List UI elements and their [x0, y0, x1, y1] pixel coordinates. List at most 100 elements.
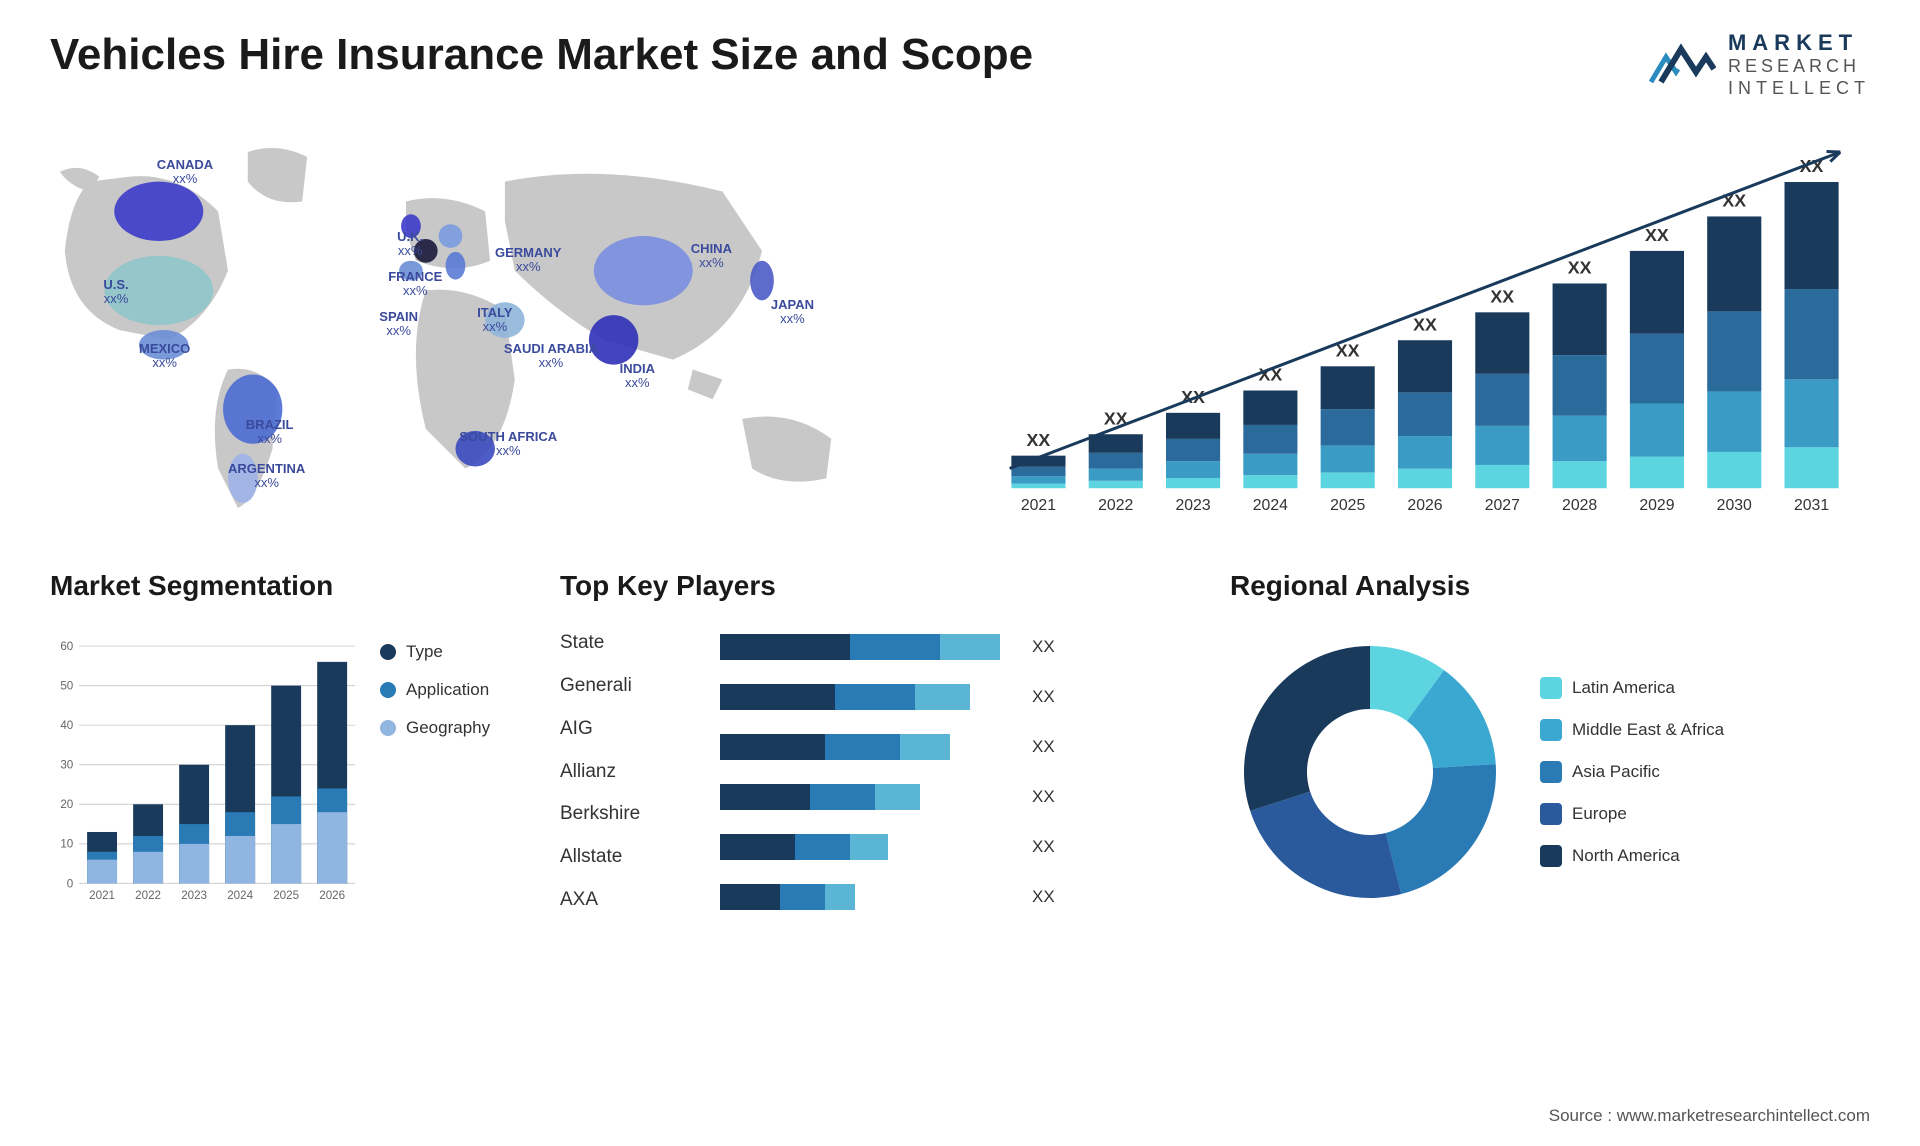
- player-value: XX: [1032, 787, 1055, 807]
- svg-text:XX: XX: [1413, 314, 1437, 334]
- logo-icon: [1646, 37, 1716, 92]
- segmentation-title: Market Segmentation: [50, 570, 530, 602]
- svg-text:XX: XX: [1568, 257, 1592, 277]
- svg-text:50: 50: [60, 679, 73, 692]
- svg-text:2023: 2023: [1175, 497, 1210, 514]
- player-bar-segment: [720, 834, 795, 860]
- main-bar-chart: XX2021XX2022XX2023XX2024XX2025XX2026XX20…: [980, 130, 1870, 530]
- segmentation-panel: Market Segmentation 0 10 20 30 40 50 60 2021 202…: [50, 570, 530, 950]
- donut-chart: [1230, 632, 1510, 912]
- player-bar-segment: [720, 784, 810, 810]
- players-bars: XX XX XX XX XX XX: [720, 622, 1200, 922]
- regional-legend-item: Asia Pacific: [1540, 761, 1724, 783]
- logo-text-1: MARKET: [1728, 30, 1870, 56]
- svg-text:2030: 2030: [1717, 497, 1752, 514]
- player-bar-segment: [900, 734, 950, 760]
- player-name: AXA: [560, 889, 700, 911]
- svg-text:60: 60: [60, 640, 73, 653]
- seg-legend-item: Application: [380, 680, 530, 700]
- svg-text:2021: 2021: [1021, 497, 1056, 514]
- svg-text:2024: 2024: [1253, 497, 1288, 514]
- player-bar-segment: [810, 784, 875, 810]
- logo-text-3: INTELLECT: [1728, 78, 1870, 100]
- player-bar-segment: [795, 834, 850, 860]
- player-bar-row: XX: [720, 882, 1200, 912]
- svg-text:2021: 2021: [89, 888, 115, 901]
- player-bar-row: XX: [720, 732, 1200, 762]
- player-bar-segment: [850, 634, 940, 660]
- regional-panel: Regional Analysis Latin AmericaMiddle Ea…: [1230, 570, 1870, 950]
- logo: MARKET RESEARCH INTELLECT: [1646, 30, 1870, 100]
- player-bar-row: XX: [720, 832, 1200, 862]
- seg-legend-item: Type: [380, 642, 530, 662]
- svg-text:40: 40: [60, 719, 73, 732]
- svg-text:10: 10: [60, 837, 73, 850]
- country-label-saudiarabia: SAUDI ARABIAxx%: [504, 342, 598, 371]
- player-value: XX: [1032, 737, 1055, 757]
- country-label-china: CHINAxx%: [691, 242, 732, 271]
- svg-text:2022: 2022: [135, 888, 161, 901]
- svg-text:2031: 2031: [1794, 497, 1829, 514]
- svg-text:30: 30: [60, 758, 73, 771]
- player-bar-segment: [720, 884, 780, 910]
- country-label-us: U.S.xx%: [103, 278, 128, 307]
- player-bar-row: XX: [720, 682, 1200, 712]
- country-label-southafrica: SOUTH AFRICAxx%: [459, 430, 557, 459]
- players-list: StateGeneraliAIGAllianzBerkshireAllstate…: [560, 622, 700, 922]
- regional-legend: Latin America Middle East & Africa Asia Pa…: [1540, 677, 1724, 867]
- page-title: Vehicles Hire Insurance Market Size and …: [50, 30, 1033, 80]
- player-name: Generali: [560, 675, 700, 697]
- svg-text:2022: 2022: [1098, 497, 1133, 514]
- player-bar-segment: [835, 684, 915, 710]
- svg-text:2026: 2026: [319, 888, 345, 901]
- player-bar-segment: [720, 684, 835, 710]
- player-name: AIG: [560, 718, 700, 740]
- svg-text:2029: 2029: [1639, 497, 1674, 514]
- country-label-germany: GERMANYxx%: [495, 246, 561, 275]
- player-value: XX: [1032, 687, 1055, 707]
- player-bar-segment: [720, 734, 825, 760]
- segmentation-legend: TypeApplicationGeography: [380, 622, 530, 922]
- country-label-mexico: MEXICOxx%: [139, 342, 190, 371]
- player-bar-segment: [850, 834, 888, 860]
- svg-text:XX: XX: [1645, 225, 1669, 245]
- svg-text:0: 0: [67, 877, 73, 890]
- player-bar-row: XX: [720, 632, 1200, 662]
- svg-text:2026: 2026: [1407, 497, 1442, 514]
- player-name: Berkshire: [560, 803, 700, 825]
- player-value: XX: [1032, 637, 1055, 657]
- player-bar-segment: [940, 634, 1000, 660]
- svg-text:2028: 2028: [1562, 497, 1597, 514]
- player-bar-segment: [780, 884, 825, 910]
- svg-text:XX: XX: [1490, 286, 1514, 306]
- player-bar-row: XX: [720, 782, 1200, 812]
- country-label-brazil: BRAZILxx%: [246, 418, 294, 447]
- country-label-japan: JAPANxx%: [771, 298, 814, 327]
- player-bar-segment: [825, 884, 855, 910]
- player-bar-segment: [875, 784, 920, 810]
- world-map: CANADAxx% U.S.xx% MEXICOxx% BRAZILxx% ARGENT…: [50, 130, 940, 530]
- player-bar-segment: [720, 634, 850, 660]
- source-text: Source : www.marketresearchintellect.com: [1549, 1106, 1870, 1126]
- logo-text-2: RESEARCH: [1728, 56, 1870, 78]
- country-label-italy: ITALYxx%: [477, 306, 512, 335]
- regional-legend-item: Europe: [1540, 803, 1724, 825]
- regional-legend-item: Middle East & Africa: [1540, 719, 1724, 741]
- svg-text:2027: 2027: [1485, 497, 1520, 514]
- country-label-uk: U.K.xx%: [397, 230, 423, 259]
- player-value: XX: [1032, 837, 1055, 857]
- player-name: State: [560, 632, 700, 654]
- player-bar-segment: [825, 734, 900, 760]
- players-panel: Top Key Players StateGeneraliAIGAllianzB…: [560, 570, 1200, 950]
- regional-legend-item: Latin America: [1540, 677, 1724, 699]
- country-label-canada: CANADAxx%: [157, 158, 213, 187]
- player-value: XX: [1032, 887, 1055, 907]
- svg-text:20: 20: [60, 798, 73, 811]
- country-label-india: INDIAxx%: [620, 362, 655, 391]
- country-label-argentina: ARGENTINAxx%: [228, 462, 305, 491]
- segmentation-chart: 0102030405060202120222023202420252026: [50, 622, 360, 922]
- svg-text:XX: XX: [1027, 429, 1051, 449]
- country-label-france: FRANCExx%: [388, 270, 442, 299]
- country-label-spain: SPAINxx%: [379, 310, 418, 339]
- regional-legend-item: North America: [1540, 845, 1724, 867]
